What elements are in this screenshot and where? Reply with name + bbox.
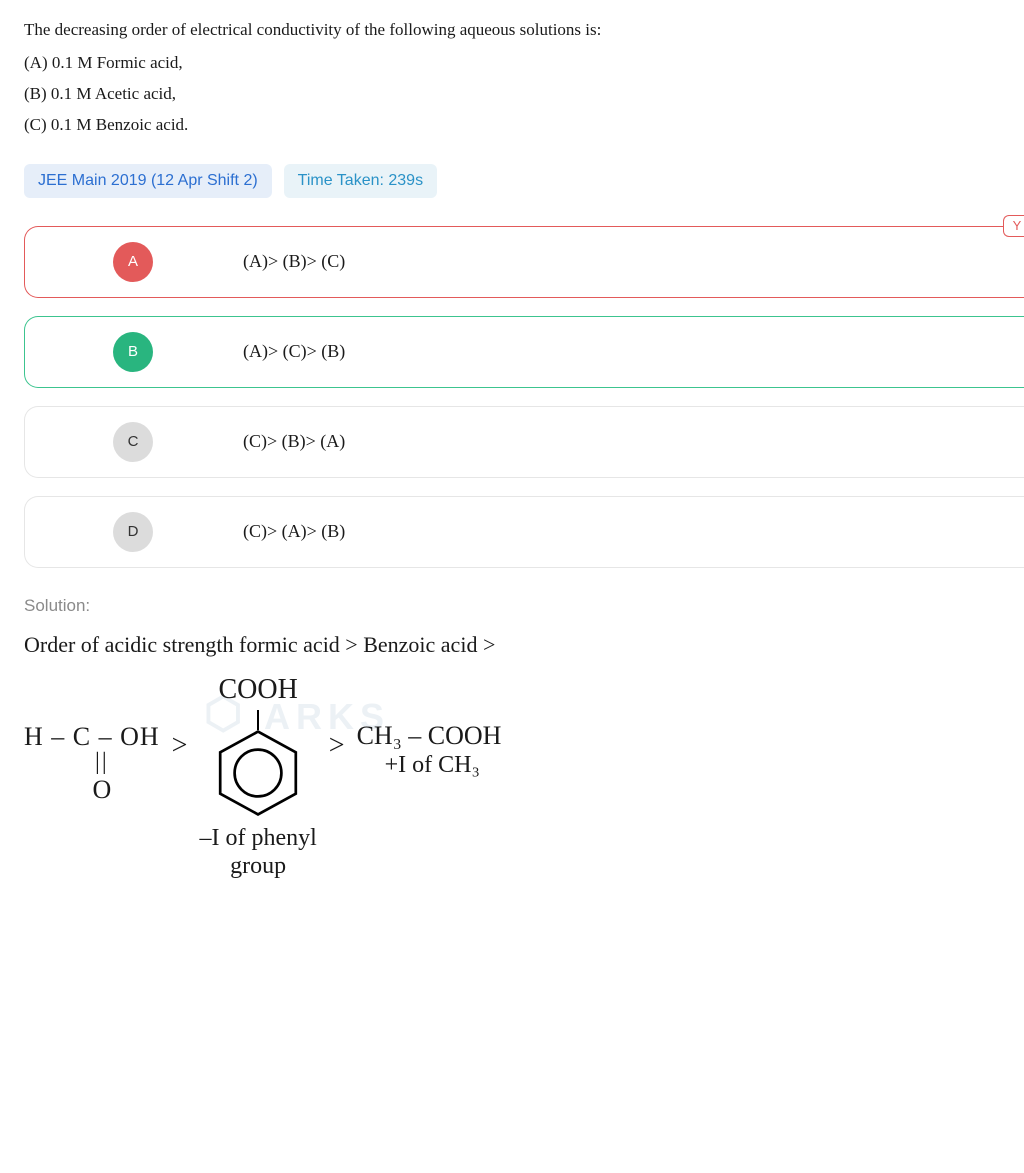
benzoic-acid-structure: COOH –I of phenyl group: [199, 674, 316, 882]
cooh-label: COOH: [218, 674, 297, 706]
question-item-c: (C) 0.1 M Benzoic acid.: [24, 111, 1024, 140]
question-item-a: (A) 0.1 M Formic acid,: [24, 49, 1024, 78]
greater-than-2: >: [329, 730, 345, 762]
bond-line: [257, 710, 259, 730]
solution-block: Solution: Order of acidic strength formi…: [24, 596, 1024, 882]
formic-double-bond: ||: [95, 749, 109, 777]
option-letter-a: A: [113, 242, 153, 282]
phenyl-sublabel: –I of phenyl group: [199, 824, 316, 882]
solution-line-1: Order of acidic strength formic acid > B…: [24, 632, 1024, 658]
formic-acid-structure: H – C – OH || O: [24, 722, 160, 805]
phenyl-sub-2: group: [230, 853, 286, 879]
question-stem: The decreasing order of electrical condu…: [24, 16, 1024, 45]
tag-row: JEE Main 2019 (12 Apr Shift 2) Time Take…: [24, 164, 1024, 198]
option-text-c: (C)> (B)> (A): [243, 431, 345, 452]
option-text-b: (A)> (C)> (B): [243, 341, 345, 362]
option-text-d: (C)> (A)> (B): [243, 521, 345, 542]
source-tag[interactable]: JEE Main 2019 (12 Apr Shift 2): [24, 164, 272, 198]
your-answer-marker: Y: [1003, 215, 1024, 237]
option-a[interactable]: Y A (A)> (B)> (C): [24, 226, 1024, 298]
phenyl-sub-1: –I of phenyl: [199, 825, 316, 851]
question-item-b: (B) 0.1 M Acetic acid,: [24, 80, 1024, 109]
chemistry-diagram: ⬡ ARKS H – C – OH || O > COOH –I of phen…: [24, 674, 1024, 882]
option-d[interactable]: D (C)> (A)> (B): [24, 496, 1024, 568]
option-letter-b: B: [113, 332, 153, 372]
greater-than-1: >: [172, 730, 188, 762]
benzene-ring-icon: [213, 728, 303, 818]
time-tag: Time Taken: 239s: [284, 164, 437, 198]
question-block: The decreasing order of electrical condu…: [24, 16, 1024, 140]
acetic-line-2: +I of CH₃: [385, 751, 502, 780]
solution-heading: Solution:: [24, 596, 1024, 616]
option-letter-c: C: [113, 422, 153, 462]
acetic-acid-structure: CH₃ – COOH +I of CH₃: [357, 720, 502, 780]
formic-line: H – C – OH: [24, 722, 160, 752]
formic-oxygen: O: [92, 775, 111, 805]
option-c[interactable]: C (C)> (B)> (A): [24, 406, 1024, 478]
option-text-a: (A)> (B)> (C): [243, 251, 345, 272]
option-b[interactable]: B (A)> (C)> (B): [24, 316, 1024, 388]
option-letter-d: D: [113, 512, 153, 552]
acetic-line-1: CH₃ – COOH: [357, 720, 502, 751]
answer-options: Y A (A)> (B)> (C) B (A)> (C)> (B) C (C)>…: [24, 226, 1024, 568]
